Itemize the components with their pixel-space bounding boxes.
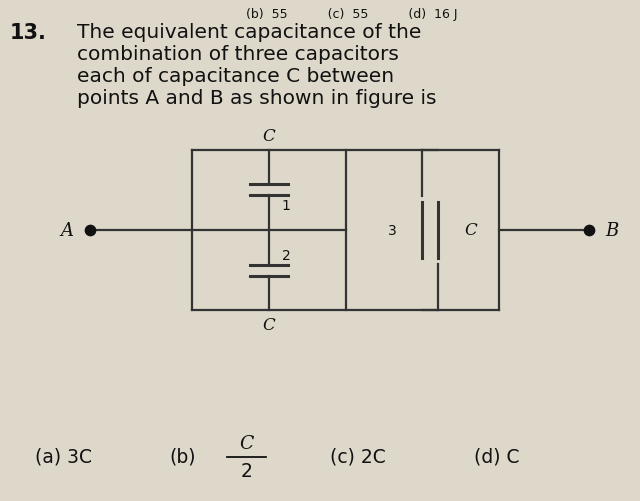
- Text: (c) 2C: (c) 2C: [330, 446, 385, 465]
- Text: 13.: 13.: [10, 23, 47, 43]
- Text: (b): (b): [170, 446, 196, 465]
- Point: [84, 226, 95, 234]
- Text: 1: 1: [282, 198, 291, 212]
- Text: C: C: [262, 317, 275, 334]
- Text: C: C: [464, 222, 477, 239]
- Text: (b)  55          (c)  55          (d)  16 J: (b) 55 (c) 55 (d) 16 J: [246, 8, 458, 21]
- Text: C: C: [239, 434, 253, 452]
- Text: C: C: [262, 127, 275, 144]
- Text: The equivalent capacitance of the
combination of three capacitors
each of capaci: The equivalent capacitance of the combin…: [77, 23, 436, 107]
- Text: (a) 3C: (a) 3C: [35, 446, 92, 465]
- Text: B: B: [605, 221, 618, 239]
- Text: 3: 3: [388, 223, 397, 237]
- Text: (d) C: (d) C: [474, 446, 519, 465]
- Point: [584, 226, 594, 234]
- Text: A: A: [61, 221, 74, 239]
- Text: 2: 2: [241, 461, 252, 480]
- Text: 2: 2: [282, 248, 291, 263]
